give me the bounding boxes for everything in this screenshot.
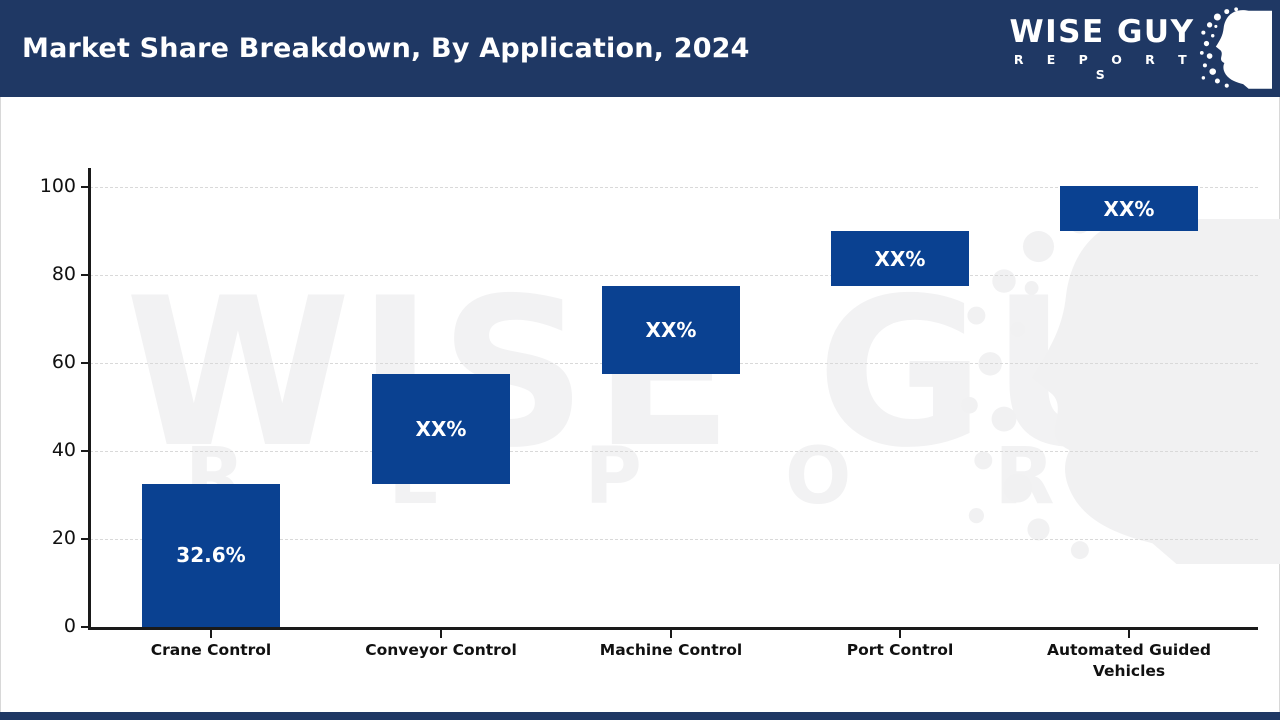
page-title: Market Share Breakdown, By Application, … [22, 33, 750, 64]
y-tick-mark [81, 362, 90, 364]
y-tick-label: 40 [51, 439, 76, 461]
bar-value-label: XX% [645, 318, 697, 342]
y-tick-mark [81, 186, 90, 188]
bar-value-label: XX% [415, 416, 467, 441]
x-tick-mark [210, 629, 212, 638]
logo-text: WISE GUY R E P O R T S [1006, 16, 1198, 82]
x-category-label: Machine Control [599, 641, 743, 659]
bar-segment: XX% [602, 286, 740, 374]
x-category-label: Crane Control [150, 641, 272, 659]
y-tick-mark [81, 450, 90, 452]
y-tick-label: 80 [51, 263, 76, 285]
bar-value-label: 32.6% [176, 543, 246, 568]
y-tick-mark [81, 626, 90, 628]
y-tick-label: 20 [51, 527, 76, 549]
gridline-100 [90, 187, 1258, 188]
logo-wordmark: WISE GUY [1009, 14, 1195, 51]
x-tick-mark [440, 629, 442, 638]
gridline-80 [90, 275, 1258, 276]
y-axis-line [88, 168, 91, 629]
y-tick-label: 100 [39, 175, 76, 197]
x-category-label: Conveyor Control [365, 641, 517, 659]
bar-value-label: XX% [874, 246, 926, 271]
bar-segment: XX% [1060, 186, 1198, 231]
y-tick-mark [81, 538, 90, 540]
footer-bar [0, 712, 1280, 720]
bar-value-label: XX% [1103, 196, 1155, 221]
x-axis-line [88, 627, 1258, 630]
y-tick-mark [81, 274, 90, 276]
bar-segment: 32.6% [142, 483, 280, 627]
gridline-20 [90, 539, 1258, 540]
gridline-40 [90, 451, 1258, 452]
x-tick-mark [670, 629, 672, 638]
y-tick-label: 0 [63, 615, 76, 637]
header-bar: Market Share Breakdown, By Application, … [0, 0, 1280, 97]
logo-subtitle: R E P O R T S [1013, 51, 1197, 82]
bar-segment: XX% [372, 374, 510, 484]
x-category-label: Automated Guided Vehicles [1047, 641, 1211, 680]
x-category-label: Port Control [846, 641, 954, 659]
y-tick-label: 60 [51, 351, 76, 373]
x-tick-mark [1128, 629, 1130, 638]
wise-guy-logo: WISE GUY R E P O R T S [1006, 6, 1272, 92]
bar-segment: XX% [831, 231, 969, 286]
x-tick-mark [899, 629, 901, 638]
